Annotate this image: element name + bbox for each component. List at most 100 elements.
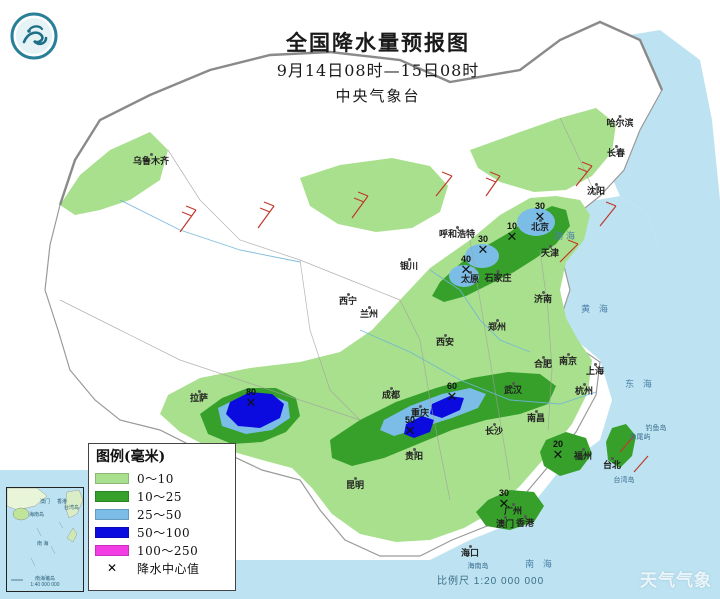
city-name: 拉萨 (189, 394, 209, 404)
city-label: 香港 (516, 515, 534, 529)
precip-center-x-icon: ✕ (534, 209, 546, 224)
legend-color-swatch (95, 526, 129, 538)
legend-center-row: ✕ 降水中心值 (95, 559, 229, 577)
city-dot-icon (581, 448, 585, 451)
city-label: 武汉 (504, 382, 522, 396)
city-name: 南昌 (526, 414, 546, 424)
city-name: 重庆 (410, 409, 430, 419)
legend-band-list: 0～10 10～25 25～50 50～100 100～250 (95, 469, 229, 559)
city-label: 重庆 (411, 405, 429, 419)
city-name: 南京 (558, 357, 578, 367)
city-dot-icon (443, 334, 447, 337)
legend-color-swatch (95, 472, 129, 484)
city-name: 武汉 (503, 386, 523, 396)
city-name: 澳门 (495, 520, 515, 530)
city-dot-icon (511, 382, 515, 385)
city-label: 福州 (574, 448, 592, 462)
city-name: 长沙 (484, 427, 504, 437)
precip-center-value: 30 (498, 488, 509, 498)
inset-label: 海南岛 (29, 512, 45, 518)
city-label: 上海 (586, 363, 604, 377)
city-name: 贵阳 (404, 452, 424, 462)
city-dot-icon (495, 319, 499, 322)
precip-center-x-icon: ✕ (446, 389, 458, 404)
precip-band-50-100 (226, 392, 464, 438)
legend-color-swatch (95, 544, 129, 556)
sea-label: 南 海 (525, 560, 555, 570)
legend-row: 50～100 (95, 523, 229, 541)
precip-center-value: 30 (534, 201, 545, 211)
city-label: 南京 (559, 353, 577, 367)
city-name: 乌鲁木齐 (132, 157, 170, 167)
city-dot-icon (353, 477, 357, 480)
precip-center-x-icon: ✕ (106, 561, 118, 575)
legend-row: 100～250 (95, 541, 229, 559)
wind-barb-icon (179, 161, 649, 473)
inset-label: 南 海 (37, 541, 49, 547)
inset-label: 澳门 (40, 499, 51, 505)
city-name: 济南 (533, 295, 553, 305)
city-label: 长春 (607, 145, 625, 159)
city-label: 西安 (436, 334, 454, 348)
island-label: 海南岛 (467, 562, 489, 570)
city-dot-icon (412, 448, 416, 451)
precip-center-value: 10 (506, 221, 517, 231)
city-label: 杭州 (575, 383, 593, 397)
legend-range-label: 0～10 (137, 471, 174, 486)
city-dot-icon (149, 153, 153, 156)
city-name: 沈阳 (586, 187, 606, 197)
city-dot-icon (593, 363, 597, 366)
title-block: 全国降水量预报图 9月14日08时—15日08时 中央气象台 (218, 28, 538, 108)
city-dot-icon (418, 405, 422, 408)
city-label: 西宁 (339, 293, 357, 307)
cma-dragon-logo-icon (10, 12, 58, 60)
precip-center-x-icon: ✕ (506, 229, 518, 244)
city-name: 上海 (585, 367, 605, 377)
city-label: 海口 (461, 545, 479, 559)
city-dot-icon (523, 515, 527, 518)
city-dot-icon (541, 356, 545, 359)
legend-center-label: 降水中心值 (137, 561, 200, 576)
city-label: 台北 (603, 457, 621, 471)
province-borders (59, 117, 597, 501)
city-name: 太原 (460, 275, 480, 285)
city-label: 长沙 (485, 423, 503, 437)
inset-map-graphic (7, 488, 83, 591)
precip-center-x-icon: ✕ (498, 496, 510, 511)
city-dot-icon (346, 293, 350, 296)
legend-row: 10～25 (95, 487, 229, 505)
precip-center-value: 20 (552, 439, 563, 449)
national-boundary-north (58, 20, 664, 206)
city-name: 成都 (381, 391, 401, 401)
city-name: 呼和浩特 (438, 230, 476, 240)
city-label: 南昌 (527, 410, 545, 424)
legend-row: 0～10 (95, 469, 229, 487)
city-dot-icon (492, 423, 496, 426)
city-label: 乌鲁木齐 (133, 153, 169, 167)
legend-range-label: 50～100 (137, 525, 191, 540)
city-dot-icon (367, 306, 371, 309)
city-dot-icon (566, 353, 570, 356)
city-dot-icon (468, 545, 472, 548)
city-label: 呼和浩特 (439, 226, 475, 240)
issuing-organization: 中央气象台 (335, 87, 421, 105)
precip-center-value: 40 (460, 254, 471, 264)
city-name: 香港 (515, 519, 535, 529)
inset-scale-text: 南海诸岛 1:40 000 000 (30, 576, 59, 588)
city-dot-icon (538, 219, 542, 222)
city-dot-icon (534, 410, 538, 413)
city-label: 郑州 (488, 319, 506, 333)
legend-range-label: 25～50 (137, 507, 183, 522)
precip-center-marker: 20 ✕ (552, 439, 564, 462)
watermark-text: 天气气象 (640, 571, 712, 590)
city-label: 合肥 (534, 356, 552, 370)
precip-center-marker: 30 ✕ (498, 488, 510, 511)
city-dot-icon (468, 271, 472, 274)
city-label: 贵阳 (405, 448, 423, 462)
city-label: 太原 (461, 271, 479, 285)
inset-label: 台湾岛 (64, 505, 80, 511)
city-label: 沈阳 (587, 183, 605, 197)
city-dot-icon (511, 503, 515, 506)
precip-center-x-icon: ✕ (552, 447, 564, 462)
